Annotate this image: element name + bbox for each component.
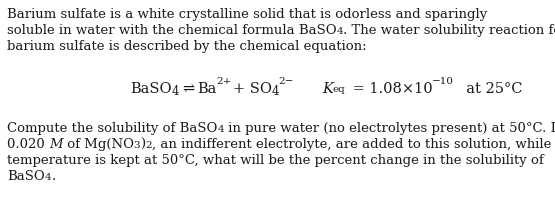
- Text: BaSO: BaSO: [7, 170, 45, 183]
- Text: in pure water (no electrolytes present) at 50°C. If: in pure water (no electrolytes present) …: [224, 122, 555, 135]
- Text: 4: 4: [45, 173, 52, 182]
- Text: M: M: [49, 138, 63, 151]
- Text: ⇌: ⇌: [182, 82, 194, 96]
- Text: , an indifferent electrolyte, are added to this solution, while the: , an indifferent electrolyte, are added …: [152, 138, 555, 151]
- Text: 0.020: 0.020: [7, 138, 49, 151]
- Text: barium sulfate is described by the chemical equation:: barium sulfate is described by the chemi…: [7, 40, 367, 53]
- Text: 4: 4: [272, 85, 280, 98]
- Text: 4: 4: [337, 27, 343, 36]
- Text: Barium sulfate is a white crystalline solid that is odorless and sparingly: Barium sulfate is a white crystalline so…: [7, 8, 487, 21]
- Text: 3: 3: [134, 141, 140, 150]
- Text: + SO: + SO: [233, 82, 272, 96]
- Text: soluble in water with the chemical formula BaSO: soluble in water with the chemical formu…: [7, 24, 337, 37]
- Text: 4: 4: [171, 85, 179, 98]
- Text: of Mg(NO: of Mg(NO: [63, 138, 134, 151]
- Text: 4: 4: [218, 125, 224, 134]
- Text: at 25°C: at 25°C: [457, 82, 523, 96]
- Text: eq: eq: [333, 85, 346, 94]
- Text: temperature is kept at 50°C, what will be the percent change in the solubility o: temperature is kept at 50°C, what will b…: [7, 154, 544, 167]
- Text: = 1.08×10: = 1.08×10: [347, 82, 432, 96]
- Text: Compute the solubility of BaSO: Compute the solubility of BaSO: [7, 122, 218, 135]
- Text: −10: −10: [432, 77, 454, 86]
- Text: 2: 2: [145, 141, 152, 150]
- Text: Ba: Ba: [198, 82, 217, 96]
- Text: . The water solubility reaction for: . The water solubility reaction for: [343, 24, 555, 37]
- Text: K: K: [322, 82, 333, 96]
- Text: 2+: 2+: [217, 77, 232, 86]
- Text: 2−: 2−: [279, 77, 294, 86]
- Text: .: .: [52, 170, 56, 183]
- Text: ): ): [140, 138, 145, 151]
- Text: BaSO: BaSO: [130, 82, 171, 96]
